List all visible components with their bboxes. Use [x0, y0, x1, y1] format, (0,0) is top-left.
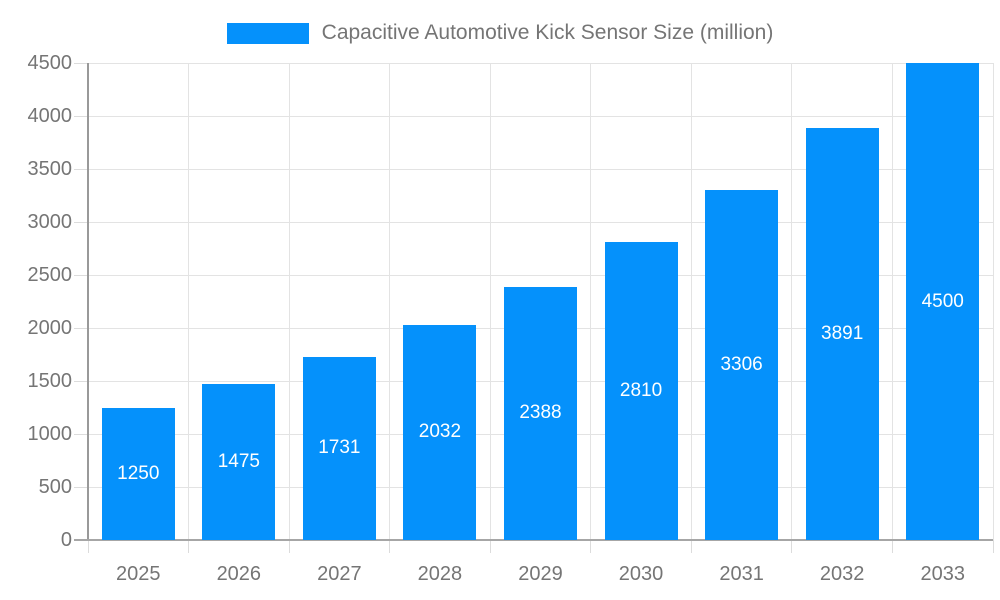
bar-value-label: 1731 [318, 437, 361, 459]
y-axis-label: 4000 [27, 105, 73, 127]
x-gridline [489, 63, 491, 540]
x-gridline [389, 63, 391, 540]
bar-2029[interactable]: 2388 [504, 286, 577, 540]
x-tick [891, 540, 893, 553]
y-axis-label: 4500 [27, 52, 73, 74]
bar-2033[interactable]: 4500 [906, 63, 980, 540]
y-tick [74, 486, 88, 488]
x-axis-label-2030: 2030 [618, 563, 664, 585]
y-gridline [88, 221, 993, 223]
y-gridline [88, 168, 993, 170]
y-axis-label: 1000 [27, 423, 73, 445]
bar-2027[interactable]: 1731 [302, 356, 376, 540]
legend[interactable]: Capacitive Automotive Kick Sensor Size (… [0, 17, 1000, 49]
y-axis-label: 3000 [27, 211, 73, 233]
bar-2025[interactable]: 1250 [101, 407, 175, 540]
bar-2026[interactable]: 1475 [202, 383, 276, 540]
x-gridline [590, 63, 592, 540]
y-tick [74, 168, 88, 170]
x-axis-label-2025: 2025 [116, 563, 161, 585]
x-gridline [188, 63, 190, 540]
x-axis-label-2028: 2028 [417, 563, 463, 585]
bar-2028[interactable]: 2032 [403, 324, 477, 540]
bar-value-label: 2032 [418, 421, 462, 443]
x-tick [690, 540, 692, 553]
x-axis-label-2027: 2027 [317, 563, 362, 585]
y-tick [74, 274, 88, 276]
y-gridline [88, 115, 993, 117]
x-axis-label-2026: 2026 [216, 563, 262, 585]
y-axis-label: 0 [60, 529, 72, 551]
x-tick [489, 540, 491, 553]
y-axis-label: 1500 [27, 370, 73, 392]
y-tick [74, 380, 88, 382]
bar-2030[interactable]: 2810 [604, 242, 678, 540]
bar-value-label: 3891 [821, 322, 864, 344]
x-tick [288, 540, 290, 553]
bar-2032[interactable]: 3891 [805, 127, 879, 540]
x-axis-label-2033: 2033 [920, 563, 965, 585]
x-tick [389, 540, 391, 553]
y-tick [74, 221, 88, 223]
x-axis-label-2032: 2032 [819, 563, 865, 585]
y-tick [74, 433, 88, 435]
y-tick [74, 115, 88, 117]
y-gridline [88, 62, 993, 64]
chart-title: Capacitive Automotive Kick Sensor Size (… [321, 21, 774, 44]
bar-2031[interactable]: 3306 [705, 189, 779, 540]
x-gridline [791, 63, 793, 540]
y-tick [74, 327, 88, 329]
bar-value-label: 2810 [619, 380, 663, 402]
bar-value-label: 1250 [117, 462, 160, 484]
x-tick [188, 540, 190, 553]
bar-value-label: 4500 [921, 290, 964, 312]
bar-value-label: 1475 [217, 450, 260, 472]
x-tick [791, 540, 793, 553]
x-gridline [992, 63, 994, 540]
x-axis-label-2031: 2031 [719, 563, 764, 585]
legend-swatch [226, 22, 309, 44]
x-gridline [288, 63, 290, 540]
x-gridline [891, 63, 893, 540]
x-tick [87, 540, 89, 553]
y-axis-label: 2000 [27, 317, 73, 339]
x-tick [590, 540, 592, 553]
y-axis-label: 2500 [27, 264, 73, 286]
x-gridline [690, 63, 692, 540]
bar-value-label: 3306 [720, 353, 763, 375]
bar-value-label: 2388 [519, 402, 562, 424]
x-axis-line [74, 539, 993, 541]
x-tick [992, 540, 994, 553]
y-gridline [88, 274, 993, 276]
y-axis-label: 500 [38, 476, 72, 498]
y-axis-line [87, 63, 89, 540]
y-tick [74, 62, 88, 64]
y-axis-label: 3500 [27, 158, 73, 180]
x-axis-label-2029: 2029 [518, 563, 563, 585]
